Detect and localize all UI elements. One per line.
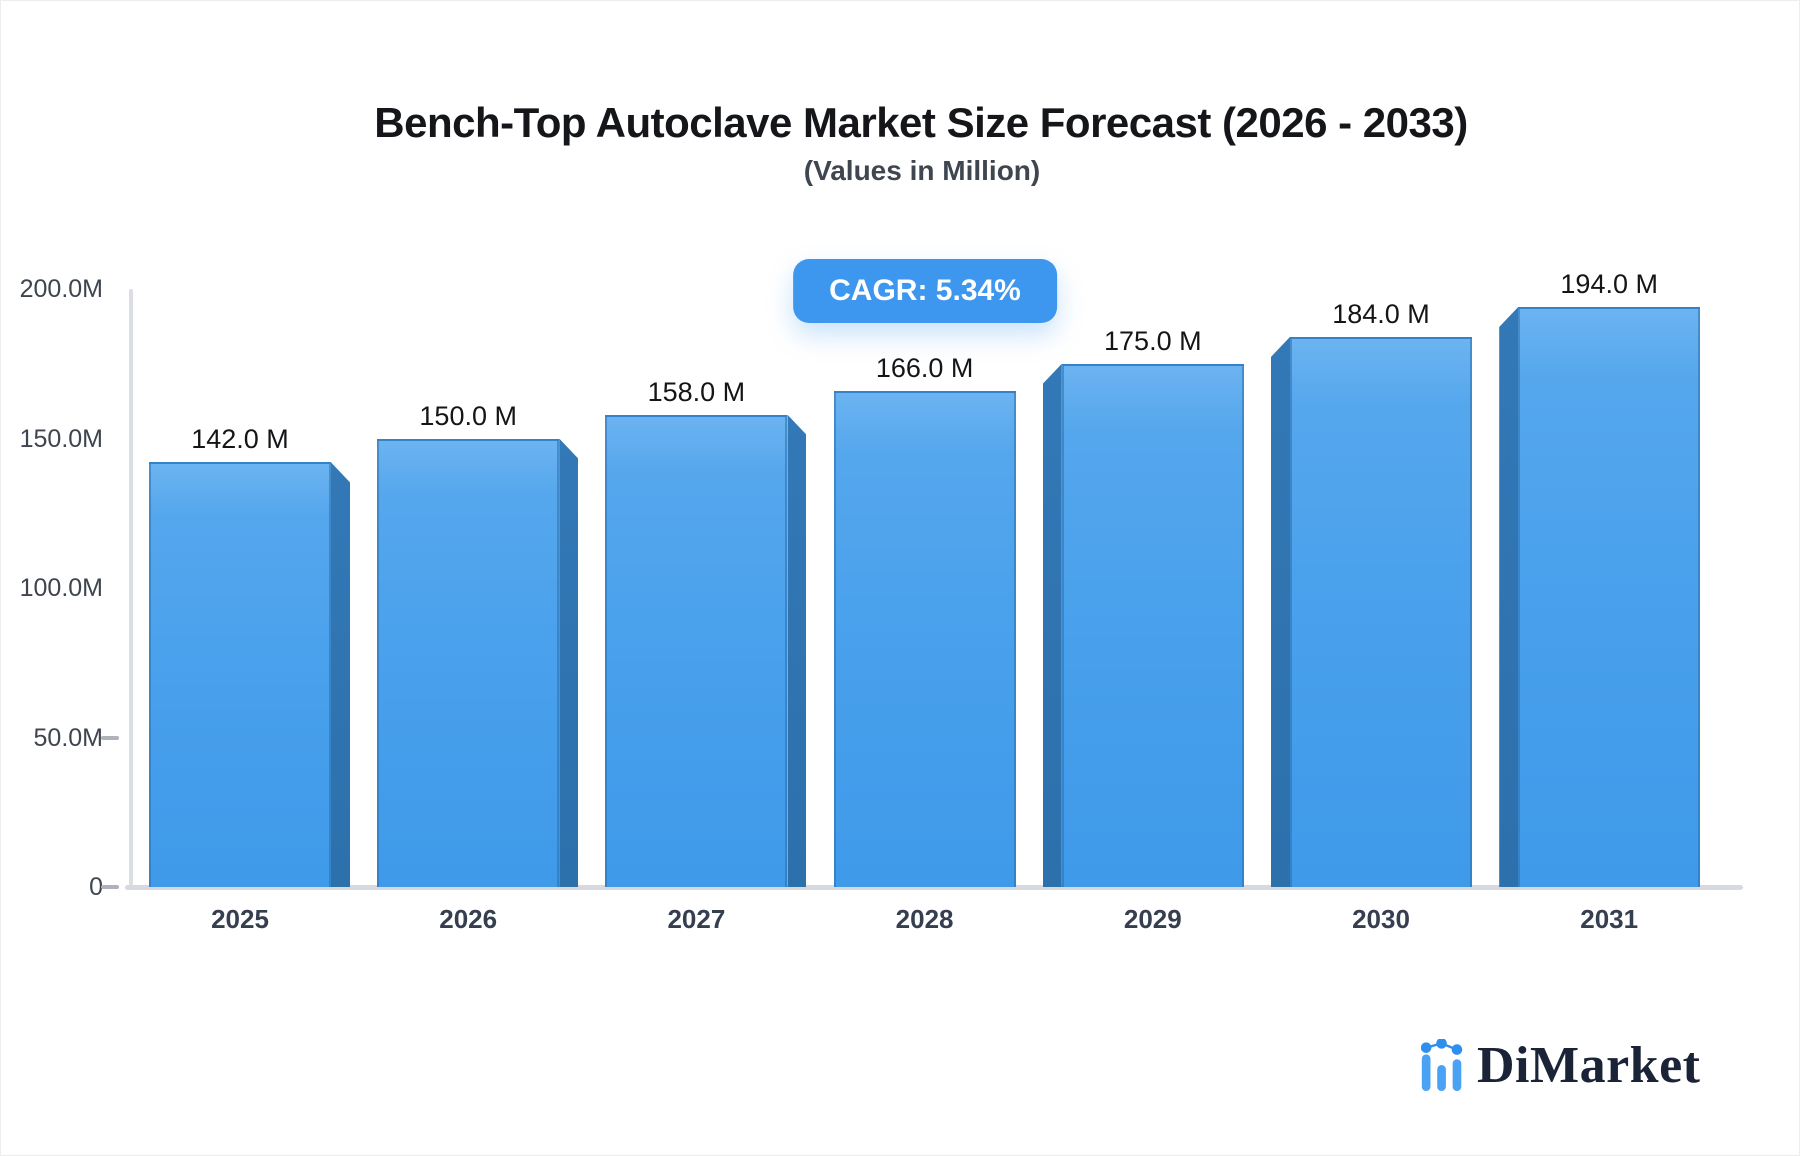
value-label-2031: 194.0 M — [1560, 268, 1658, 299]
bar-side-face — [787, 414, 807, 887]
bar-side-face — [559, 438, 579, 887]
y-tick-50.0M: 50.0M — [33, 723, 103, 752]
value-label-2026: 150.0 M — [419, 400, 517, 431]
y-tick-200.0M: 200.0M — [19, 275, 103, 303]
bar-2029 — [1042, 363, 1244, 887]
mini-bar-chart-icon — [1421, 1039, 1463, 1091]
x-label-2030: 2030 — [1352, 904, 1410, 934]
bar-2027 — [605, 414, 807, 887]
value-label-2025: 142.0 M — [191, 424, 289, 455]
y-tick-100.0M: 100.0M — [19, 574, 103, 602]
x-label-2026: 2026 — [439, 904, 498, 934]
x-axis-baseline — [125, 885, 1743, 890]
bar-side-face — [1499, 306, 1519, 887]
bar-side-face — [331, 462, 350, 887]
y-tick-mark — [101, 885, 119, 889]
bar-side-face — [1042, 363, 1062, 887]
x-label-2027: 2027 — [667, 904, 726, 934]
brand-logo: DiMarket — [1421, 1039, 1700, 1093]
x-label-2025: 2025 — [211, 904, 269, 934]
chart-title: Bench-Top Autoclave Market Size Forecast… — [374, 99, 1468, 146]
value-label-2027: 158.0 M — [647, 376, 746, 407]
x-label-2031: 2031 — [1580, 904, 1639, 934]
value-label-2029: 175.0 M — [1104, 325, 1202, 356]
bar-front-face — [1061, 363, 1244, 887]
bar-front-face — [1518, 306, 1701, 887]
bar-side-face — [1271, 336, 1290, 887]
x-label-2028: 2028 — [895, 904, 954, 934]
bar-2030 — [1271, 336, 1472, 887]
chart-subtitle: (Values in Million) — [803, 155, 1041, 186]
bar-front-face — [605, 414, 788, 887]
x-label-2029: 2029 — [1123, 904, 1182, 934]
y-tick-0: 0 — [89, 873, 103, 901]
bar-2026 — [377, 438, 579, 887]
brand-name: DiMarket — [1477, 1037, 1701, 1094]
y-tick-mark — [101, 735, 119, 740]
bar-front-face — [149, 462, 331, 887]
bar-2025 — [149, 462, 350, 887]
bar-front-face — [1290, 336, 1472, 887]
y-tick-150.0M: 150.0M — [19, 424, 103, 453]
value-label-2030: 184.0 M — [1332, 298, 1430, 329]
bar-front-face — [377, 438, 560, 887]
bar-2031 — [1499, 306, 1701, 887]
bar-front-face — [833, 390, 1016, 887]
y-axis-line — [129, 289, 133, 889]
bar-2028 — [833, 390, 1016, 887]
cagr-badge: CAGR: 5.34% — [793, 259, 1057, 323]
value-label-2028: 166.0 M — [875, 352, 974, 383]
